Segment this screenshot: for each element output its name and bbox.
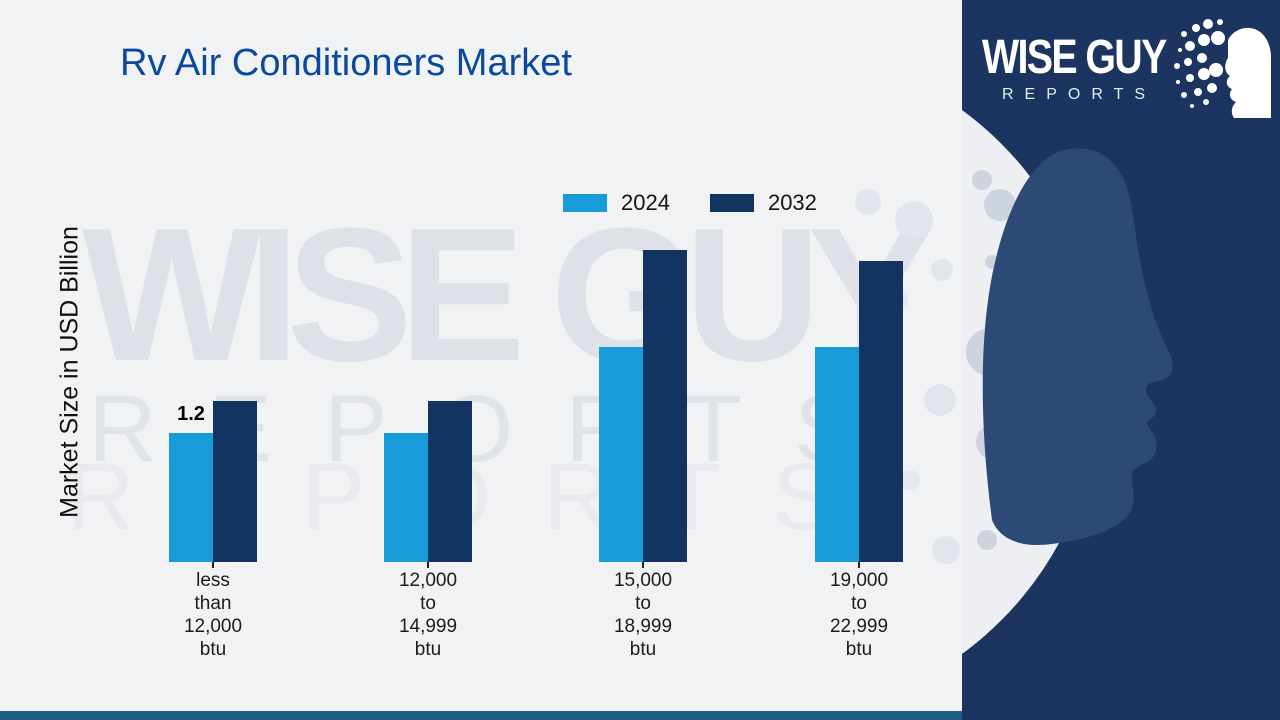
bar-2024-group1 (169, 433, 213, 562)
x-axis-category-label: less than 12,000 btu (183, 570, 243, 660)
legend: 2024 2032 (563, 190, 817, 216)
legend-label-2032: 2032 (767, 190, 817, 215)
watermark-wiseguy-text: WISE GUY (82, 189, 934, 401)
watermark-dots-decoration (855, 189, 960, 564)
bar-2032-group3 (643, 250, 687, 562)
bar-value-label: 1.2 (177, 403, 205, 425)
bottom-accent-bar (0, 711, 962, 720)
x-axis-tick (858, 562, 860, 568)
legend-swatch-2032 (709, 194, 754, 212)
logo-reports-text: REPORTS (1002, 86, 1157, 103)
x-axis-tick (427, 562, 429, 568)
bar-2032-group2 (428, 401, 472, 562)
brand-panel-artwork (962, 19, 1271, 654)
logo-wiseguy-text: WISE GUY (982, 31, 1167, 84)
bar-2024-group2 (384, 433, 428, 562)
panel-face-silhouette (982, 148, 1173, 546)
brand-panel: WISE GUY REPORTS (962, 0, 1280, 720)
bar-2032-group4 (859, 261, 903, 562)
legend-swatch-2024 (563, 194, 607, 212)
x-axis-category-label: 19,000 to 22,999 btu (829, 570, 889, 660)
x-axis-category-label: 12,000 to 14,999 btu (398, 570, 458, 660)
legend-item-2024: 2024 (563, 190, 670, 216)
bar-2024-group3 (599, 347, 643, 562)
x-axis-category-label: 15,000 to 18,999 btu (613, 570, 673, 660)
bar-2032-group1 (213, 401, 257, 562)
legend-label-2024: 2024 (621, 190, 670, 215)
bar-2024-group4 (815, 347, 859, 562)
page-title: Rv Air Conditioners Market (120, 42, 572, 84)
logo-face-icon (1174, 19, 1271, 118)
x-axis-tick (642, 562, 644, 568)
legend-item-2032: 2032 (709, 190, 817, 216)
x-axis-tick (212, 562, 214, 568)
